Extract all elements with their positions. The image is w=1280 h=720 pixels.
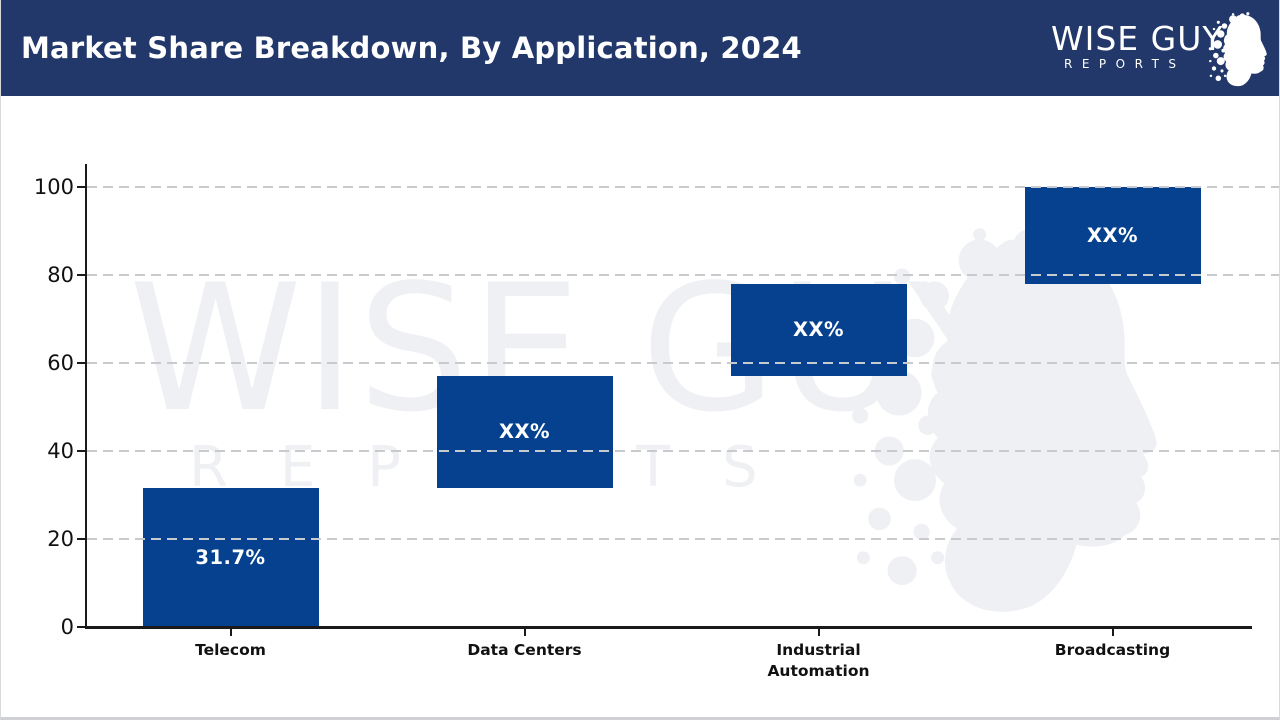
y-axis-tick: [77, 274, 85, 276]
y-axis-tick: [77, 538, 85, 540]
page-title: Market Share Breakdown, By Application, …: [21, 31, 802, 65]
bar-value-label: XX%: [792, 318, 845, 342]
brand-logo: WISE GUY REPORTS: [1019, 6, 1269, 92]
x-axis-label: Broadcasting: [1054, 641, 1171, 659]
bottom-border: [1, 717, 1279, 720]
brand-head-icon: [1208, 12, 1267, 87]
x-axis-label: Industrial Automation: [767, 641, 870, 680]
brand-logo-text: WISE GUY REPORTS: [1051, 22, 1224, 70]
y-axis-tick: [77, 362, 85, 364]
x-axis-tick: [1111, 629, 1114, 636]
x-axis-tick: [229, 629, 232, 636]
y-axis-tick-label: 0: [60, 615, 74, 639]
y-axis-tick: [77, 626, 85, 628]
bar-segment: [436, 376, 613, 488]
header-bar: Market Share Breakdown, By Application, …: [1, 0, 1279, 96]
y-axis-tick: [77, 450, 85, 452]
bar-value-label: XX%: [1086, 223, 1139, 247]
brand-subtitle: REPORTS: [1064, 57, 1186, 71]
x-axis-label: Data Centers: [467, 641, 582, 659]
y-axis-tick-label: 40: [47, 439, 74, 463]
y-axis-tick-label: 100: [33, 175, 74, 199]
y-axis-line: [85, 164, 87, 628]
x-axis-tick: [523, 629, 526, 636]
y-axis-tick: [77, 186, 85, 188]
gridline: [87, 450, 1279, 452]
x-axis-line: [85, 626, 1252, 629]
gridline: [87, 362, 1279, 364]
x-axis-tick: [817, 629, 820, 636]
x-axis-label: Telecom: [195, 641, 266, 659]
y-axis-tick-label: 60: [47, 351, 74, 375]
y-axis-tick-label: 80: [47, 263, 74, 287]
gridline: [87, 538, 1279, 540]
bar-value-label: XX%: [498, 420, 551, 444]
brand-name: WISE GUY: [1051, 19, 1224, 58]
y-axis-tick-label: 20: [47, 527, 74, 551]
gridline: [87, 186, 1279, 188]
bar-value-label: 31.7%: [195, 545, 266, 569]
bar-segment: [142, 487, 319, 627]
gridline: [87, 274, 1279, 276]
